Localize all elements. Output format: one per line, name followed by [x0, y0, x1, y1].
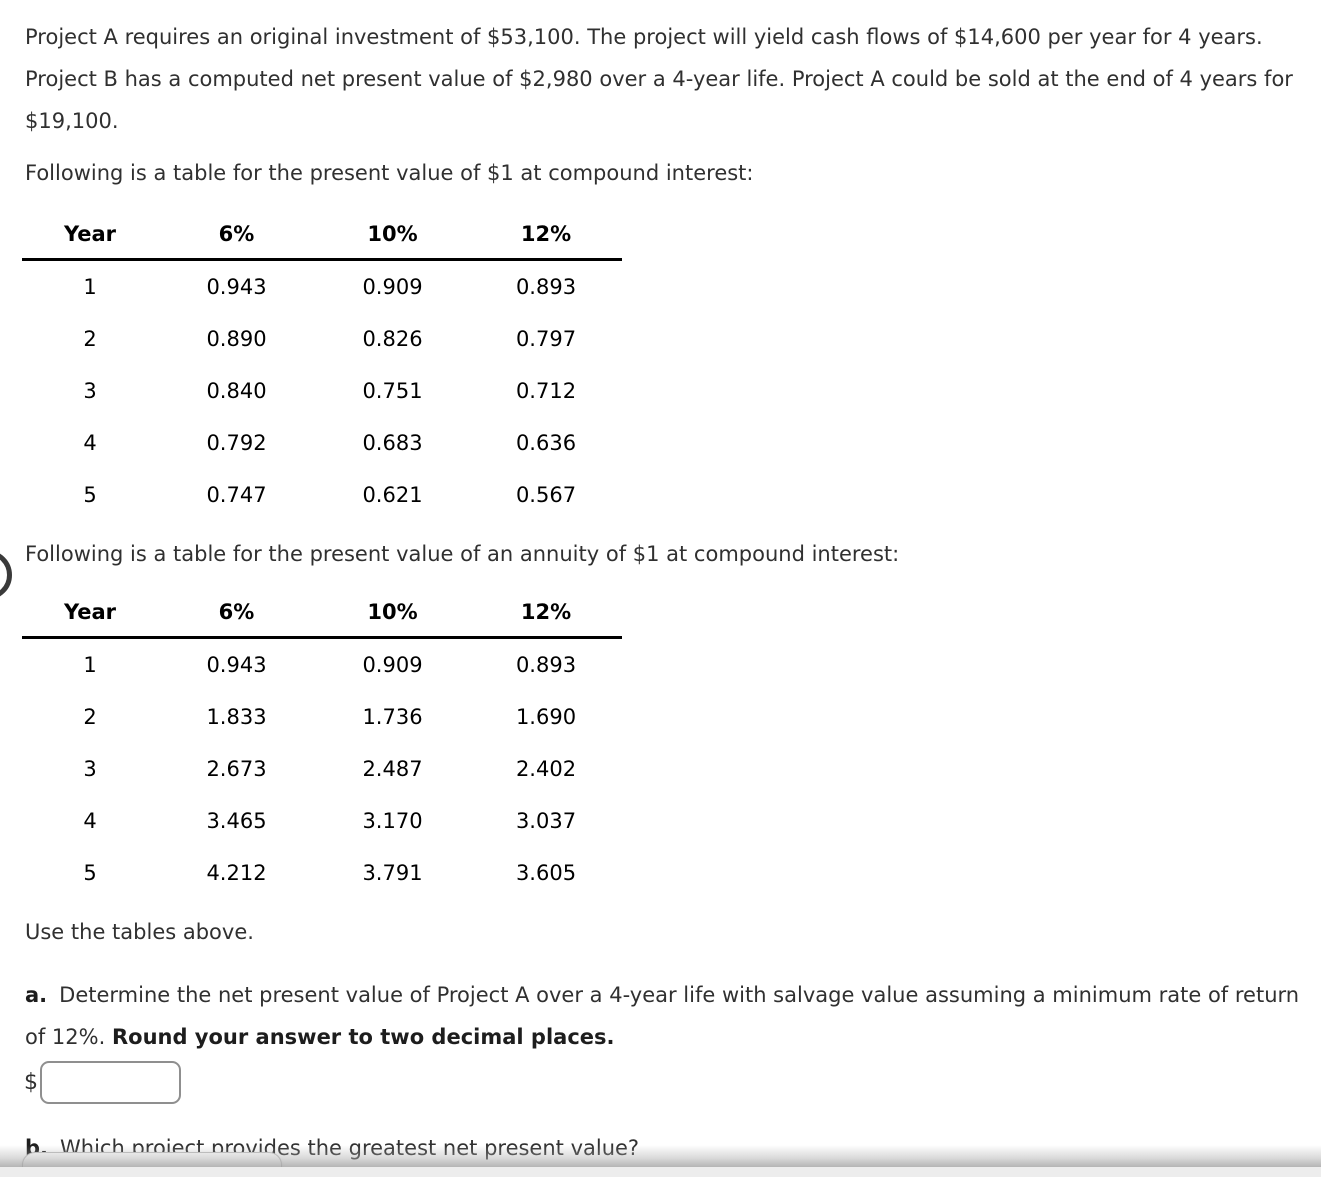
cell-value: 0.943 — [206, 653, 267, 677]
column-header-12pct: 12% — [520, 222, 572, 246]
pv-table-caption: Following is a table for the present val… — [25, 161, 754, 185]
cell-value: 3.037 — [515, 809, 577, 833]
cell-value: 0.747 — [206, 483, 267, 507]
cell-value: 0.712 — [515, 379, 577, 403]
cell-value: 0.909 — [362, 275, 423, 299]
table-row: 5 4.212 3.791 3.605 — [22, 847, 622, 899]
question-a-text: Determine the net present value of Proje… — [25, 983, 1300, 1049]
use-tables-instruction: Use the tables above. — [25, 920, 254, 944]
table-row: 4 0.792 0.683 0.636 — [22, 417, 622, 469]
column-header-year: Year — [63, 222, 117, 246]
table-row: 1 0.943 0.909 0.893 — [22, 638, 622, 692]
cell-year: 2 — [83, 705, 97, 729]
cell-value: 0.636 — [515, 431, 577, 455]
question-a-rounding-note: Round your answer to two decimal places. — [111, 1025, 615, 1049]
dollar-sign-label: $ — [24, 1069, 38, 1095]
column-header-6pct: 6% — [218, 600, 255, 624]
cell-value: 3.605 — [515, 861, 577, 885]
cell-value: 3.791 — [362, 861, 423, 885]
table-row: 5 0.747 0.621 0.567 — [22, 469, 622, 521]
table-header-row: Year 6% 10% 12% — [22, 594, 622, 638]
cell-year: 4 — [83, 431, 97, 455]
cell-year: 3 — [83, 379, 97, 403]
cell-value: 1.736 — [362, 705, 423, 729]
cell-value: 1.833 — [206, 705, 267, 729]
cell-value: 0.683 — [362, 431, 423, 455]
table-row: 3 0.840 0.751 0.712 — [22, 365, 622, 417]
cell-value: 3.170 — [362, 809, 423, 833]
problem-statement: Project A requires an original investmen… — [25, 25, 1293, 133]
table-row: 1 0.943 0.909 0.893 — [22, 260, 622, 314]
cell-value: 2.487 — [362, 757, 423, 781]
column-header-10pct: 10% — [367, 600, 418, 624]
present-value-table: Year 6% 10% 12% 1 0.943 0.909 0.893 2 0.… — [22, 216, 622, 521]
cell-year: 2 — [83, 327, 97, 351]
cell-year: 5 — [83, 483, 97, 507]
answer-a-row: $ — [24, 1059, 1321, 1105]
cell-value: 2.673 — [206, 757, 267, 781]
cell-year: 5 — [83, 861, 97, 885]
table-row: 2 0.890 0.826 0.797 — [22, 313, 622, 365]
cell-value: 0.943 — [206, 275, 267, 299]
column-header-6pct: 6% — [218, 222, 255, 246]
cell-value: 0.751 — [362, 379, 423, 403]
page-background-strip — [0, 1167, 1321, 1177]
cell-year: 1 — [83, 653, 97, 677]
annuity-table-caption: Following is a table for the present val… — [25, 542, 900, 566]
table-row: 4 3.465 3.170 3.037 — [22, 795, 622, 847]
table-header-row: Year 6% 10% 12% — [22, 216, 622, 260]
cell-value: 0.567 — [515, 483, 577, 507]
cell-year: 3 — [83, 757, 97, 781]
column-header-12pct: 12% — [520, 600, 572, 624]
cell-value: 0.826 — [362, 327, 423, 351]
cell-value: 0.890 — [206, 327, 267, 351]
cell-value: 0.797 — [515, 327, 577, 351]
cell-value: 0.893 — [515, 275, 577, 299]
cell-value: 0.893 — [515, 653, 577, 677]
cell-year: 1 — [83, 275, 97, 299]
cell-value: 0.621 — [362, 483, 423, 507]
clipped-circle-icon[interactable] — [0, 550, 12, 600]
question-a-label: a. — [25, 983, 48, 1007]
cell-value: 4.212 — [206, 861, 267, 885]
cell-value: 1.690 — [515, 705, 577, 729]
cell-year: 4 — [83, 809, 97, 833]
cell-value: 0.909 — [362, 653, 423, 677]
table-row: 3 2.673 2.487 2.402 — [22, 743, 622, 795]
cell-value: 0.840 — [206, 379, 267, 403]
npv-answer-input[interactable] — [40, 1060, 181, 1104]
cell-value: 3.465 — [206, 809, 267, 833]
pane-bottom-shadow — [0, 1145, 1321, 1167]
cell-value: 2.402 — [515, 757, 577, 781]
cell-value: 0.792 — [206, 431, 267, 455]
column-header-year: Year — [63, 600, 117, 624]
annuity-present-value-table: Year 6% 10% 12% 1 0.943 0.909 0.893 2 1.… — [22, 594, 622, 899]
question-a: a. Determine the net present value of Pro… — [25, 974, 1319, 1058]
table-row: 2 1.833 1.736 1.690 — [22, 691, 622, 743]
column-header-10pct: 10% — [367, 222, 418, 246]
